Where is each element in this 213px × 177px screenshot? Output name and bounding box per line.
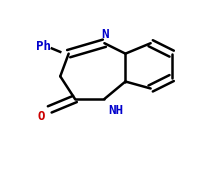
Text: Ph: Ph bbox=[36, 40, 51, 53]
Text: N: N bbox=[102, 28, 109, 41]
Text: O: O bbox=[37, 110, 45, 123]
Text: NH: NH bbox=[108, 104, 124, 117]
